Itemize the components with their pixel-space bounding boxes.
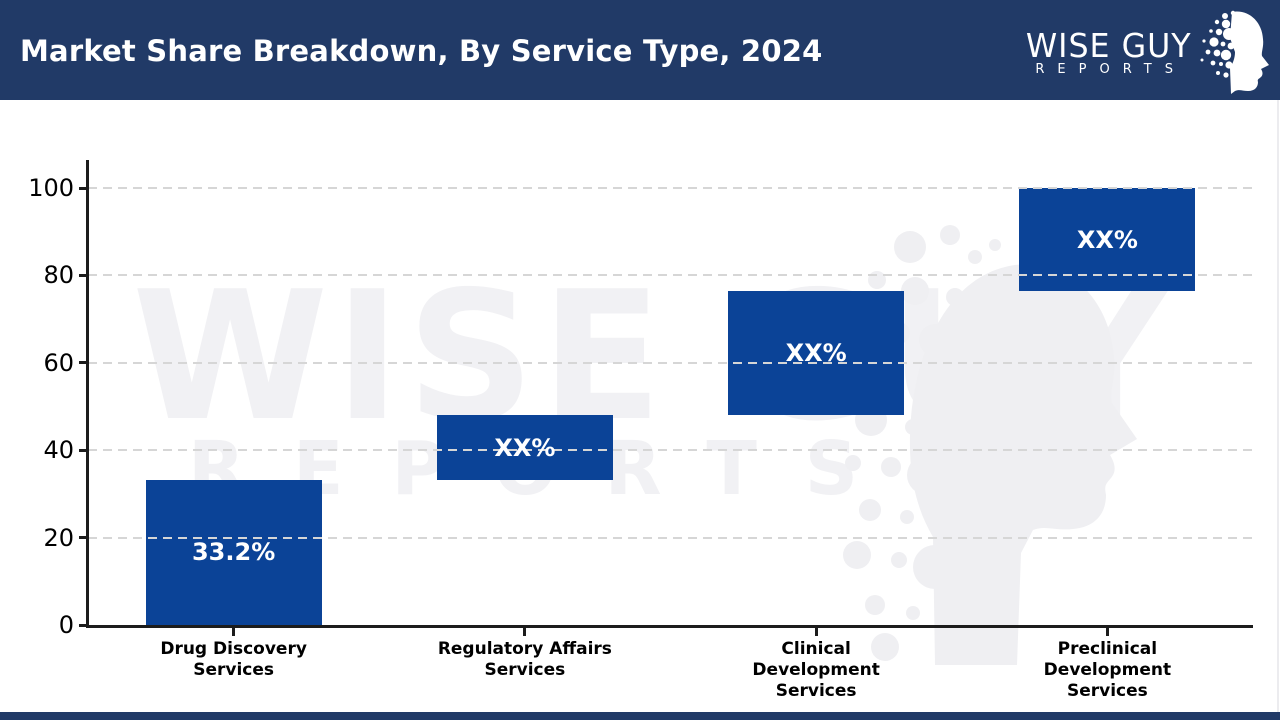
y-tick-label: 20 xyxy=(43,523,74,552)
y-tick-label: 100 xyxy=(28,174,74,202)
y-tick-label: 60 xyxy=(43,348,74,377)
category-label: Preclinical Development Services xyxy=(1043,639,1172,701)
footer-bar xyxy=(0,712,1280,720)
category-label: Regulatory Affairs Services xyxy=(437,639,612,680)
brand-logo: WISE GUY REPORTS xyxy=(1012,0,1272,100)
y-tick-label: 40 xyxy=(43,436,74,465)
x-tick xyxy=(814,628,818,636)
bar xyxy=(728,291,905,416)
y-tick xyxy=(79,536,88,540)
y-tick xyxy=(79,186,88,190)
bar xyxy=(436,415,613,480)
plot-right-spine xyxy=(1277,100,1279,712)
page-title: Market Share Breakdown, By Service Type,… xyxy=(20,34,823,68)
x-axis xyxy=(86,625,1253,628)
gridline xyxy=(88,536,1253,539)
bar-value-label: XX% xyxy=(785,339,847,368)
gridline xyxy=(88,449,1253,452)
gridline xyxy=(88,187,1253,189)
x-tick xyxy=(232,628,236,636)
y-tick xyxy=(79,361,88,365)
bar-value-label: XX% xyxy=(494,433,556,462)
y-axis xyxy=(86,160,89,628)
y-tick-label: 0 xyxy=(58,611,74,639)
watermark-face-graphic xyxy=(841,225,1137,665)
y-tick xyxy=(79,448,88,452)
bar-value-label: XX% xyxy=(1076,225,1138,254)
bar xyxy=(145,479,322,625)
gridline xyxy=(88,274,1253,277)
header-bar: Market Share Breakdown, By Service Type,… xyxy=(0,0,1280,100)
y-tick-label: 80 xyxy=(43,261,74,290)
logo-sub-text: REPORTS xyxy=(1035,62,1186,77)
x-tick xyxy=(523,628,527,636)
wiseguy-face-icon xyxy=(1200,10,1269,94)
y-tick xyxy=(79,623,88,627)
bar-value-label: 33.2% xyxy=(191,538,276,567)
logo-brand-text: WISE GUY xyxy=(1026,26,1192,65)
y-tick xyxy=(79,273,88,277)
gridline xyxy=(88,361,1253,364)
x-tick xyxy=(1105,628,1109,636)
category-label: Drug Discovery Services xyxy=(160,639,307,680)
category-label: Clinical Development Services xyxy=(752,639,880,701)
bar xyxy=(1019,188,1196,292)
